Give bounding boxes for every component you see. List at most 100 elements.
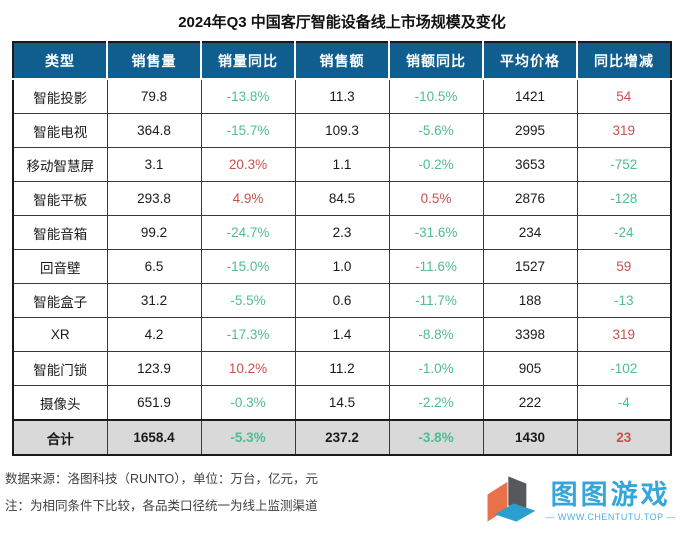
row-label: 智能平板 — [12, 181, 108, 216]
table-cell: 2876 — [482, 181, 578, 216]
table-cell: -0.2% — [388, 147, 484, 182]
table-cell: 1430 — [482, 419, 578, 456]
table-row: 摄像头 651.9 -0.3% 14.5 -2.2% 222 -4 — [12, 385, 672, 421]
table-cell: 293.8 — [106, 181, 202, 216]
table-cell: 84.5 — [294, 181, 390, 216]
table-cell: -128 — [576, 181, 672, 216]
table-cell: 319 — [576, 317, 672, 352]
column-header-yoy-change: 同比增减 — [576, 42, 671, 80]
comparison-note: 注：为相同条件下比较，各品类口径统一为线上监测渠道 — [5, 498, 318, 513]
table-cell: 79.8 — [106, 78, 202, 114]
table-cell: 1658.4 — [106, 419, 202, 456]
table-cell: 14.5 — [294, 385, 390, 421]
column-header-amount-yoy: 销额同比 — [388, 42, 483, 80]
footnotes: 数据来源：洛图科技（RUNTO），单位：万台，亿元，元 注：为相同条件下比较，各… — [5, 472, 318, 527]
table-cell: 11.2 — [294, 351, 390, 386]
table-cell: 319 — [576, 113, 672, 148]
table-cell: 23 — [576, 419, 672, 456]
row-label: 智能门锁 — [12, 351, 108, 386]
table-cell: 905 — [482, 351, 578, 386]
row-label: XR — [12, 317, 108, 352]
table-cell: -24.7% — [200, 215, 296, 250]
table-cell: -10.5% — [388, 78, 484, 114]
row-label: 合计 — [12, 419, 108, 456]
table-cell: 1.4 — [294, 317, 390, 352]
table-cell: -11.7% — [388, 283, 484, 318]
table-row: 移动智慧屏 3.1 20.3% 1.1 -0.2% 3653 -752 — [12, 147, 672, 182]
logo-icon — [483, 473, 539, 530]
table-cell: 222 — [482, 385, 578, 421]
table-cell: -5.5% — [200, 283, 296, 318]
table-cell: -17.3% — [200, 317, 296, 352]
table-cell: 59 — [576, 249, 672, 284]
header-row: 类型 销售量 销量同比 销售额 销额同比 平均价格 同比增减 — [13, 42, 671, 80]
page-title: 2024年Q3 中国客厅智能设备线上市场规模及变化 — [178, 14, 506, 31]
table-row: 智能门锁 123.9 10.2% 11.2 -1.0% 905 -102 — [12, 351, 672, 386]
table-cell: 2995 — [482, 113, 578, 148]
table-cell: -15.0% — [200, 249, 296, 284]
table-row: 智能盒子 31.2 -5.5% 0.6 -11.7% 188 -13 — [12, 283, 672, 318]
table-cell: 20.3% — [200, 147, 296, 182]
table-cell: 0.5% — [388, 181, 484, 216]
table-cell: -13 — [576, 283, 672, 318]
table-cell: -24 — [576, 215, 672, 250]
column-header-sales-amount: 销售额 — [294, 42, 389, 80]
market-table: 类型 销售量 销量同比 销售额 销额同比 平均价格 同比增减 智能投影 79.8-… — [12, 41, 672, 456]
table-cell: 3398 — [482, 317, 578, 352]
table-cell: 10.2% — [200, 351, 296, 386]
table-row: 智能投影 79.8 -13.8% 11.3 -10.5% 1421 54 — [12, 78, 672, 114]
table-cell: 651.9 — [106, 385, 202, 421]
table-cell: 188 — [482, 283, 578, 318]
table-row: 智能平板 293.8 4.9% 84.5 0.5% 2876 -128 — [12, 181, 672, 216]
table-cell: 364.8 — [106, 113, 202, 148]
table-body: 智能投影 79.8 -13.8% 11.3 -10.5% 1421 54 智能电视 364.8-… — [12, 78, 672, 456]
table-cell: 237.2 — [294, 419, 390, 456]
table-cell: -0.3% — [200, 385, 296, 421]
row-label: 回音壁 — [12, 249, 108, 284]
table-cell: 4.2 — [106, 317, 202, 352]
table-cell: -8.8% — [388, 317, 484, 352]
table-cell: 1.0 — [294, 249, 390, 284]
table-header: 类型 销售量 销量同比 销售额 销额同比 平均价格 同比增减 — [13, 42, 671, 80]
table-cell: -15.7% — [200, 113, 296, 148]
row-label: 移动智慧屏 — [12, 147, 108, 182]
table-cell: 2.3 — [294, 215, 390, 250]
column-header-sales-volume: 销售量 — [106, 42, 201, 80]
row-label: 智能电视 — [12, 113, 108, 148]
table-cell: 0.6 — [294, 283, 390, 318]
table-cell: 3653 — [482, 147, 578, 182]
row-label: 智能音箱 — [12, 215, 108, 250]
table-cell: 4.9% — [200, 181, 296, 216]
table-cell: 1421 — [482, 78, 578, 114]
table-cell: -31.6% — [388, 215, 484, 250]
total-row: 合计 1658.4 -5.3% 237.2 -3.8% 1430 23 — [12, 419, 672, 456]
logo-text: 图图游戏 — [550, 479, 671, 510]
column-header-type: 类型 — [13, 42, 107, 80]
table-cell: -2.2% — [388, 385, 484, 421]
table-cell: -5.3% — [200, 419, 296, 456]
table-row: 智能音箱 99.2 -24.7% 2.3 -31.6% 234 -24 — [12, 215, 672, 250]
column-header-avg-price: 平均价格 — [482, 42, 577, 80]
table-cell: 31.2 — [106, 283, 202, 318]
table-cell: -13.8% — [200, 78, 296, 114]
table-cell: 54 — [576, 78, 672, 114]
table-cell: 109.3 — [294, 113, 390, 148]
table-cell: 1.1 — [294, 147, 390, 182]
table-cell: -752 — [576, 147, 672, 182]
table-cell: 234 — [482, 215, 578, 250]
table-cell: -1.0% — [388, 351, 484, 386]
table-cell: 1527 — [482, 249, 578, 284]
table-cell: 123.9 — [106, 351, 202, 386]
table-row: 智能电视 364.8 -15.7% 109.3 -5.6% 2995 319 — [12, 113, 672, 148]
logo-url: — WWW.CHENTUTU.TOP — — [545, 511, 676, 522]
logo-text-block: 图图游戏 — WWW.CHENTUTU.TOP — — [545, 479, 676, 522]
page: { "palette": { "header_bg": "#0f5e8e", "… — [0, 11, 684, 537]
row-label: 智能盒子 — [12, 283, 108, 318]
table-cell: -5.6% — [388, 113, 484, 148]
table-cell: -3.8% — [388, 419, 484, 456]
table-row: XR 4.2 -17.3% 1.4 -8.8% 3398 319 — [12, 317, 672, 352]
table-cell: -102 — [576, 351, 672, 386]
source-note: 数据来源：洛图科技（RUNTO），单位：万台，亿元，元 — [5, 472, 318, 486]
table-cell: 3.1 — [106, 147, 202, 182]
table-cell: 6.5 — [106, 249, 202, 284]
